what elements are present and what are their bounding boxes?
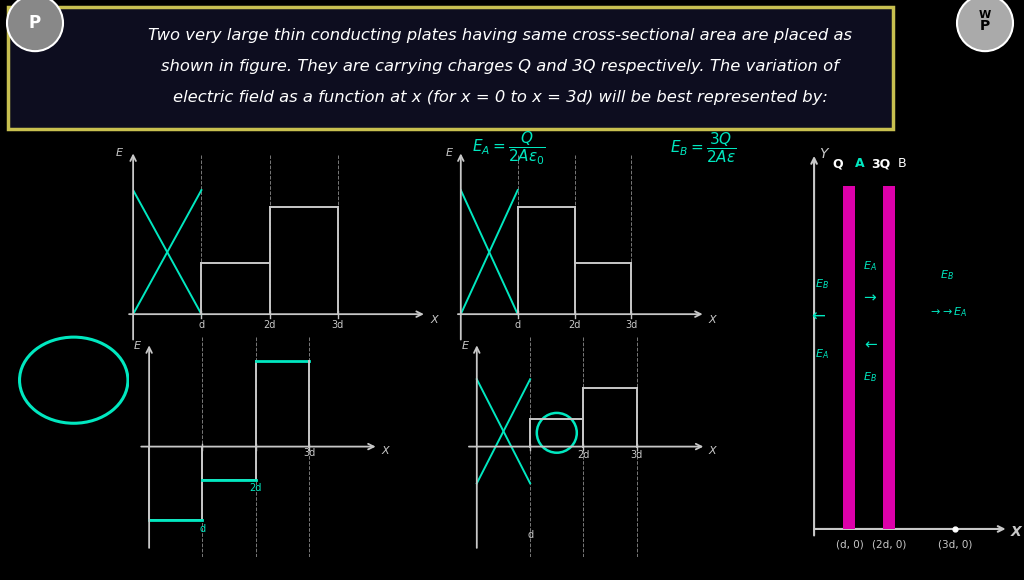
FancyBboxPatch shape	[8, 7, 893, 129]
Text: d: d	[527, 531, 534, 541]
Text: $E_A$: $E_A$	[863, 259, 877, 273]
Text: $\rightarrow\!\rightarrow E_A$: $\rightarrow\!\rightarrow E_A$	[928, 306, 967, 320]
Text: E: E	[116, 148, 123, 158]
Text: B: B	[420, 200, 436, 219]
Text: 3d: 3d	[303, 448, 315, 458]
Text: 3d: 3d	[631, 450, 643, 459]
Text: 3d: 3d	[332, 320, 344, 329]
Text: P: P	[980, 19, 990, 33]
Text: E: E	[462, 340, 469, 351]
Text: X: X	[709, 315, 716, 325]
Text: P: P	[29, 14, 41, 32]
Text: E: E	[445, 148, 453, 158]
Text: d: d	[515, 320, 521, 329]
Text: (d, 0): (d, 0)	[836, 539, 863, 549]
Text: X: X	[430, 315, 437, 325]
Text: X: X	[1011, 525, 1022, 539]
Text: 3d: 3d	[626, 320, 638, 329]
Text: 2d: 2d	[578, 450, 590, 459]
Text: $E_A$: $E_A$	[815, 347, 829, 361]
Text: 2d: 2d	[263, 320, 275, 329]
Text: A: A	[855, 157, 864, 170]
Text: $E_B = \dfrac{3Q}{2A\varepsilon}$: $E_B = \dfrac{3Q}{2A\varepsilon}$	[671, 130, 736, 165]
Bar	[844, 186, 855, 529]
Text: $\rightarrow$: $\rightarrow$	[861, 289, 879, 304]
Text: 2d: 2d	[250, 483, 262, 492]
Text: Y: Y	[819, 147, 828, 161]
Text: C: C	[66, 371, 80, 390]
Text: $E_B$: $E_B$	[815, 278, 829, 292]
Text: Two very large thin conducting plates having same cross-sectional area are place: Two very large thin conducting plates ha…	[148, 28, 852, 42]
Text: (3d, 0): (3d, 0)	[938, 539, 973, 549]
Text: d: d	[199, 320, 205, 329]
Text: 3Q: 3Q	[871, 157, 890, 170]
Text: d: d	[200, 524, 206, 534]
Text: D: D	[420, 371, 436, 390]
Text: X: X	[381, 446, 389, 456]
Text: Q: Q	[833, 157, 844, 170]
Text: X: X	[709, 446, 717, 456]
Text: $E_B$: $E_B$	[863, 371, 877, 385]
Text: B: B	[898, 157, 906, 170]
Text: W: W	[979, 10, 991, 20]
Text: (2d, 0): (2d, 0)	[872, 539, 906, 549]
Text: $E_A = \dfrac{Q}{2A\varepsilon_0}$: $E_A = \dfrac{Q}{2A\varepsilon_0}$	[472, 129, 546, 166]
Circle shape	[957, 0, 1013, 51]
Text: $\leftarrow$: $\leftarrow$	[808, 306, 826, 324]
Text: E: E	[134, 340, 141, 351]
Circle shape	[7, 0, 63, 51]
Bar	[884, 186, 895, 529]
Text: shown in figure. They are carrying charges Q and 3Q respectively. The variation : shown in figure. They are carrying charg…	[161, 59, 839, 74]
Text: electric field as a function at x (for x = 0 to x = 3d) will be best represented: electric field as a function at x (for x…	[173, 90, 827, 105]
Text: 2d: 2d	[568, 320, 581, 329]
Text: A: A	[65, 200, 81, 219]
Text: $E_B$: $E_B$	[940, 269, 954, 282]
Text: $\leftarrow$: $\leftarrow$	[861, 336, 879, 351]
